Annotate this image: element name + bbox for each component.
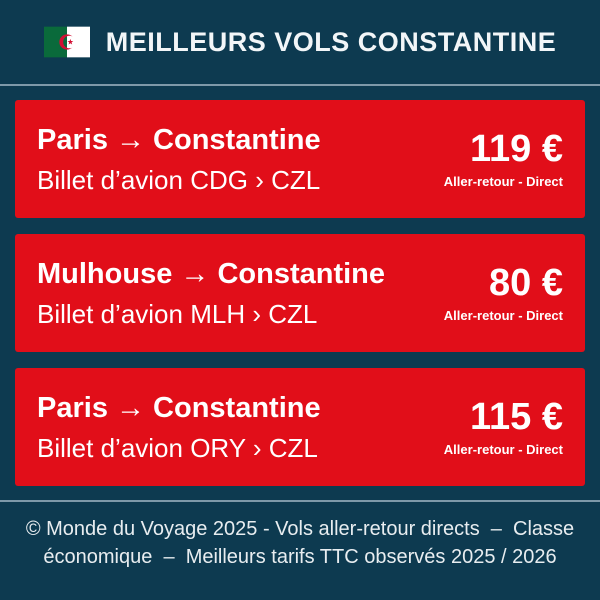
footer: © Monde du Voyage 2025 - Vols aller-reto… xyxy=(0,500,600,571)
route-info: Mulhouse → Constantine Billet d’avion ML… xyxy=(37,258,385,329)
price: 80 € xyxy=(489,262,563,305)
route-detail: Billet d’avion CDG › CZL xyxy=(37,164,321,195)
route-title: Paris → Constantine xyxy=(37,123,321,156)
footer-text-line: © Monde du Voyage 2025 - Vols aller-reto… xyxy=(25,518,575,540)
price-note: Aller-retour - Direct xyxy=(443,441,563,457)
page-title: MEILLEURS VOLS CONSTANTINE xyxy=(105,26,557,57)
route-title: Paris → Constantine xyxy=(37,391,321,424)
footer-text-line: économique – Meilleurs tarifs TTC observ… xyxy=(43,546,557,568)
header: MEILLEURS VOLS CONSTANTINE xyxy=(0,0,600,86)
flight-card: Paris → Constantine Billet d’avion ORY ›… xyxy=(15,368,585,486)
price-info: 119 € Aller-retour - Direct xyxy=(443,128,563,189)
price: 119 € xyxy=(470,128,563,171)
route-info: Paris → Constantine Billet d’avion ORY ›… xyxy=(37,392,321,463)
algeria-flag-icon xyxy=(43,26,90,58)
flight-card: Mulhouse → Constantine Billet d’avion ML… xyxy=(15,234,585,352)
route-detail: Billet d’avion MLH › CZL xyxy=(37,298,318,329)
price-info: 115 € Aller-retour - Direct xyxy=(443,396,563,457)
price-info: 80 € Aller-retour - Direct xyxy=(443,262,563,323)
flight-cards-list: Paris → Constantine Billet d’avion CDG ›… xyxy=(0,86,600,500)
flight-card: Paris → Constantine Billet d’avion CDG ›… xyxy=(15,100,585,218)
route-detail: Billet d’avion ORY › CZL xyxy=(37,432,318,463)
route-info: Paris → Constantine Billet d’avion CDG ›… xyxy=(37,124,321,195)
price-note: Aller-retour - Direct xyxy=(443,307,563,323)
price-note: Aller-retour - Direct xyxy=(443,173,563,189)
price: 115 € xyxy=(470,396,563,439)
route-title: Mulhouse → Constantine xyxy=(37,257,385,290)
